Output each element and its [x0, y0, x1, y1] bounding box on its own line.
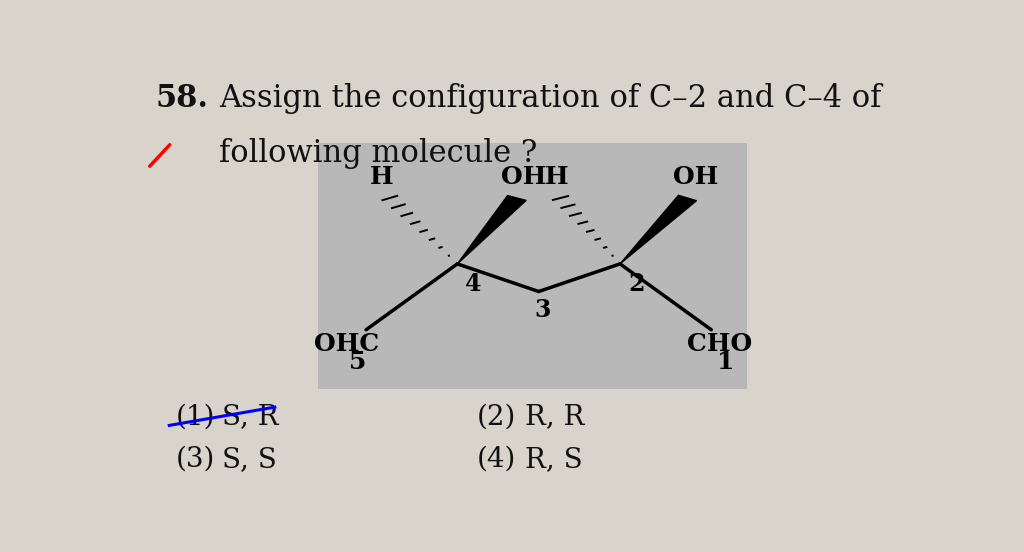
Text: S, R: S, R	[221, 404, 279, 431]
Text: S, S: S, S	[221, 446, 276, 473]
Text: following molecule ?: following molecule ?	[219, 139, 538, 169]
Bar	[318, 143, 748, 389]
Text: 2: 2	[628, 272, 644, 295]
Text: (4): (4)	[477, 446, 516, 473]
Text: H: H	[545, 164, 568, 189]
Text: OH: OH	[673, 164, 718, 189]
Text: 4: 4	[465, 272, 481, 295]
Text: OH: OH	[501, 164, 546, 189]
Text: R, S: R, S	[524, 446, 583, 473]
Text: (2): (2)	[477, 404, 516, 431]
Text: H: H	[370, 164, 394, 189]
Text: 58.: 58.	[156, 83, 209, 114]
Text: OHC: OHC	[313, 332, 379, 356]
Text: 3: 3	[535, 298, 551, 322]
Polygon shape	[620, 195, 696, 264]
Text: 5: 5	[349, 350, 367, 374]
Text: R, R: R, R	[524, 404, 585, 431]
Text: 1: 1	[717, 350, 734, 374]
Text: CHO: CHO	[687, 332, 752, 356]
Text: Assign the configuration of C–2 and C–4 of: Assign the configuration of C–2 and C–4 …	[219, 83, 882, 114]
Text: (1): (1)	[176, 404, 215, 431]
Polygon shape	[458, 195, 526, 264]
Text: (3): (3)	[176, 446, 215, 473]
